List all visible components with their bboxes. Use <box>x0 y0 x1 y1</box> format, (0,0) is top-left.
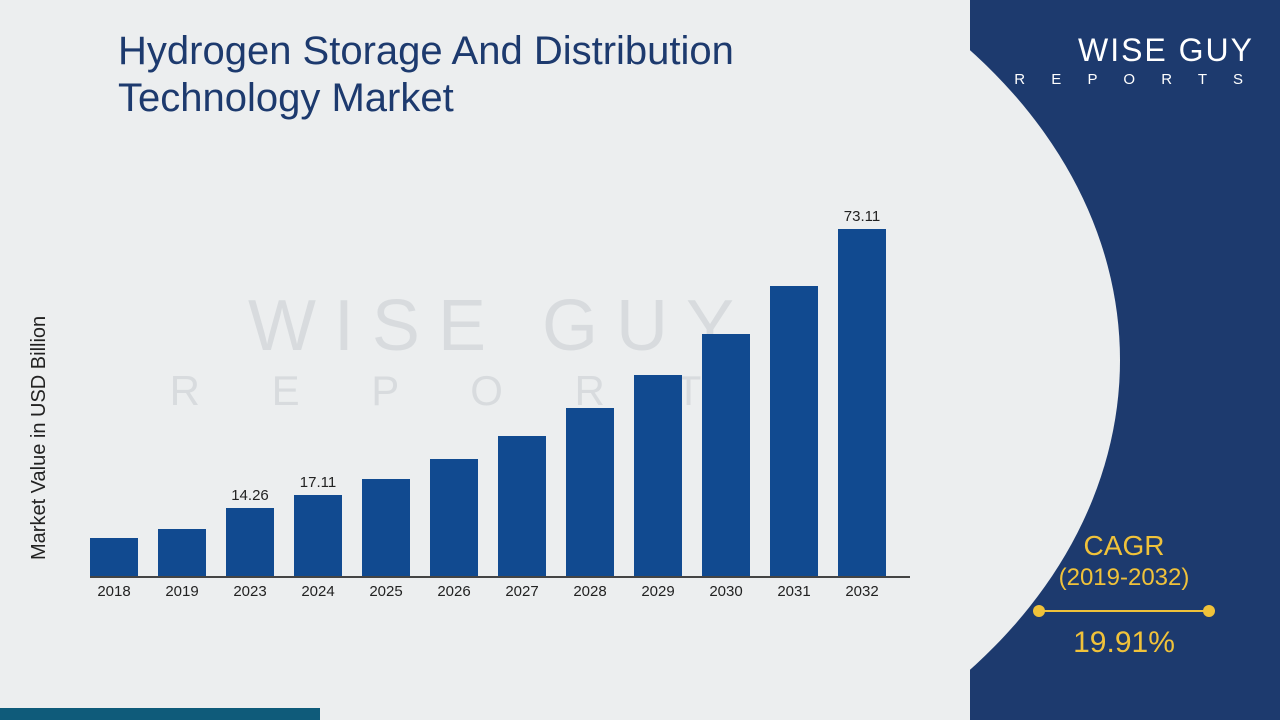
bar-2019 <box>158 529 206 577</box>
x-tick: 2031 <box>764 583 824 600</box>
bar <box>90 538 138 576</box>
x-tick: 2030 <box>696 583 756 600</box>
bar <box>158 529 206 577</box>
infographic-canvas: WISE GUY R E P O R T S Hydrogen Storage … <box>0 0 1280 720</box>
bar-2030 <box>702 334 750 576</box>
bar <box>634 375 682 576</box>
bar <box>702 334 750 576</box>
y-axis-label: Market Value in USD Billion <box>28 316 51 560</box>
bar-2023: 14.26 <box>226 487 274 576</box>
bar <box>362 479 410 576</box>
bar-2018 <box>90 538 138 576</box>
bar-chart: 2018201914.26202317.11202420252026202720… <box>90 180 910 600</box>
bar <box>226 508 274 576</box>
bottom-accent-bar <box>0 708 320 720</box>
bar <box>294 495 342 576</box>
x-axis-line <box>90 576 910 578</box>
bar-2028 <box>566 408 614 576</box>
bar-2026 <box>430 459 478 576</box>
bar-2031 <box>770 286 818 576</box>
bar-2025 <box>362 479 410 576</box>
cagr-divider <box>1039 610 1209 612</box>
x-tick: 2026 <box>424 583 484 600</box>
bar-2027 <box>498 436 546 576</box>
bar <box>430 459 478 576</box>
x-tick: 2018 <box>84 583 144 600</box>
bar-2024: 17.11 <box>294 474 342 576</box>
x-tick: 2023 <box>220 583 280 600</box>
bar <box>498 436 546 576</box>
x-tick: 2029 <box>628 583 688 600</box>
x-tick: 2028 <box>560 583 620 600</box>
chart-title: Hydrogen Storage And Distribution Techno… <box>118 28 878 122</box>
x-tick: 2025 <box>356 583 416 600</box>
cagr-range: (2019-2032) <box>1004 564 1244 592</box>
bar <box>770 286 818 576</box>
bar-value-label: 73.11 <box>844 208 880 225</box>
x-tick: 2032 <box>832 583 892 600</box>
x-tick: 2024 <box>288 583 348 600</box>
logo-sub-text: R E P O R T S <box>1014 71 1254 88</box>
bar <box>566 408 614 576</box>
bar <box>838 229 886 576</box>
brand-logo: WISE GUY R E P O R T S <box>1014 32 1254 88</box>
bar-2029 <box>634 375 682 576</box>
logo-main-text: WISE GUY <box>1014 32 1254 69</box>
x-tick: 2019 <box>152 583 212 600</box>
cagr-block: CAGR (2019-2032) 19.91% <box>1004 530 1244 660</box>
bar-2032: 73.11 <box>838 208 886 576</box>
bar-value-label: 14.26 <box>231 487 269 504</box>
cagr-value: 19.91% <box>1004 626 1244 660</box>
bar-value-label: 17.11 <box>300 474 336 491</box>
x-tick: 2027 <box>492 583 552 600</box>
cagr-label: CAGR <box>1004 530 1244 562</box>
